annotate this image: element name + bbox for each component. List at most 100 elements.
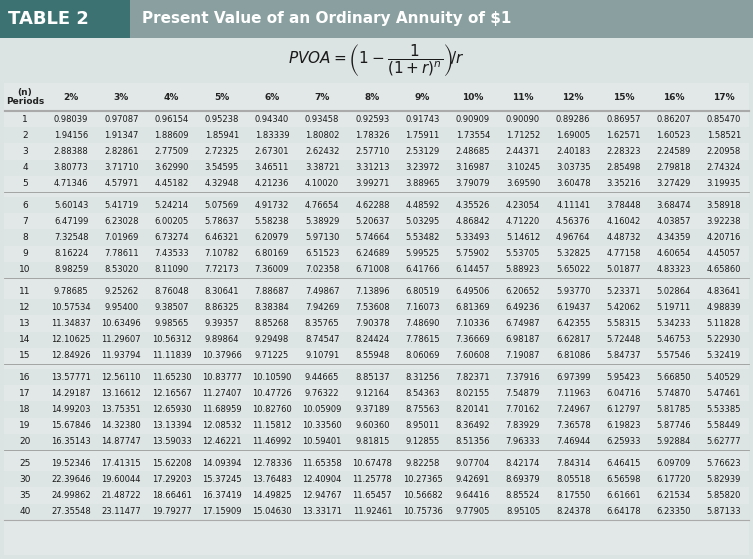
Text: 4.32948: 4.32948: [205, 179, 239, 188]
Text: 7.53608: 7.53608: [355, 303, 390, 312]
Text: 0.93458: 0.93458: [305, 115, 340, 124]
Text: 8.55948: 8.55948: [355, 352, 389, 361]
Text: 11.27407: 11.27407: [202, 389, 242, 398]
Text: 4.83323: 4.83323: [657, 266, 691, 274]
Text: 8.02155: 8.02155: [456, 389, 490, 398]
Bar: [4, 369, 749, 385]
Text: 4: 4: [22, 163, 28, 172]
Text: 1.83339: 1.83339: [255, 131, 289, 140]
Text: 5.40529: 5.40529: [707, 373, 741, 382]
Text: 7.49867: 7.49867: [305, 287, 340, 296]
Text: 6.42355: 6.42355: [556, 319, 590, 328]
Text: 0.85470: 0.85470: [707, 115, 741, 124]
Text: 13.33171: 13.33171: [302, 507, 342, 516]
Text: 15.67846: 15.67846: [51, 421, 91, 430]
Text: 5.87133: 5.87133: [706, 507, 741, 516]
Text: 1.85941: 1.85941: [205, 131, 239, 140]
Text: 0.89286: 0.89286: [556, 115, 590, 124]
Text: 16.37419: 16.37419: [202, 491, 242, 500]
Text: 12.16567: 12.16567: [151, 389, 191, 398]
Text: 13.13394: 13.13394: [151, 421, 191, 430]
Text: 4.60654: 4.60654: [657, 249, 691, 258]
Text: 12%: 12%: [562, 92, 584, 102]
Text: 4.76654: 4.76654: [305, 201, 340, 210]
Text: 5.53705: 5.53705: [506, 249, 540, 258]
Text: 6%: 6%: [264, 92, 279, 102]
Text: 2.88388: 2.88388: [53, 147, 89, 156]
Text: 9.76322: 9.76322: [305, 389, 340, 398]
Text: 5.85820: 5.85820: [707, 491, 741, 500]
Bar: [4, 455, 749, 471]
Text: 13.16612: 13.16612: [102, 389, 142, 398]
Text: 5.81785: 5.81785: [657, 405, 691, 414]
Text: 10.56312: 10.56312: [151, 335, 191, 344]
Text: 9.12164: 9.12164: [355, 389, 389, 398]
Text: 5.74870: 5.74870: [657, 389, 691, 398]
Text: 3.19935: 3.19935: [707, 179, 741, 188]
Text: 0.95238: 0.95238: [205, 115, 239, 124]
Text: 10.56682: 10.56682: [403, 491, 443, 500]
Text: 8.24378: 8.24378: [556, 507, 590, 516]
Text: 9.64416: 9.64416: [456, 491, 490, 500]
Text: 9.44665: 9.44665: [305, 373, 340, 382]
Text: 13.57771: 13.57771: [51, 373, 91, 382]
Text: 5.99525: 5.99525: [406, 249, 440, 258]
Text: 3.54595: 3.54595: [205, 163, 239, 172]
Text: 2.48685: 2.48685: [456, 147, 490, 156]
Text: 6.62817: 6.62817: [556, 335, 590, 344]
Text: 3.69590: 3.69590: [506, 179, 540, 188]
Text: 7.88687: 7.88687: [255, 287, 289, 296]
Text: 5.41719: 5.41719: [104, 201, 139, 210]
Text: 11.65457: 11.65457: [352, 491, 392, 500]
Text: 3.03735: 3.03735: [556, 163, 590, 172]
Text: 11.25778: 11.25778: [352, 475, 392, 484]
Text: 7.01969: 7.01969: [104, 233, 139, 242]
Text: 15.62208: 15.62208: [151, 458, 191, 467]
Bar: [4, 229, 749, 245]
Text: 8.85268: 8.85268: [255, 319, 289, 328]
Text: 7: 7: [22, 217, 28, 226]
Text: 7.02358: 7.02358: [305, 266, 340, 274]
Text: 2.62432: 2.62432: [305, 147, 340, 156]
Text: 6.47199: 6.47199: [54, 217, 88, 226]
Text: 0.94340: 0.94340: [255, 115, 289, 124]
Text: 16.35143: 16.35143: [51, 437, 91, 447]
Text: 3.62990: 3.62990: [154, 163, 189, 172]
Text: 5.60143: 5.60143: [54, 201, 88, 210]
Text: 5.62777: 5.62777: [706, 437, 741, 447]
Text: 10.67478: 10.67478: [352, 458, 392, 467]
Text: 9.07704: 9.07704: [456, 458, 490, 467]
Text: 6.73274: 6.73274: [154, 233, 189, 242]
Bar: [4, 197, 749, 213]
Text: 11.34837: 11.34837: [51, 319, 91, 328]
Text: 5.34233: 5.34233: [657, 319, 691, 328]
Text: 0.92593: 0.92593: [355, 115, 389, 124]
Text: 7.36578: 7.36578: [556, 421, 590, 430]
Text: 8: 8: [22, 233, 28, 242]
Text: 14: 14: [20, 335, 31, 344]
Text: Present Value of an Ordinary Annuity of $1: Present Value of an Ordinary Annuity of …: [142, 12, 511, 26]
Text: 1.62571: 1.62571: [606, 131, 641, 140]
Text: 9.39357: 9.39357: [205, 319, 239, 328]
Text: 6.51523: 6.51523: [305, 249, 340, 258]
Text: 6.09709: 6.09709: [657, 458, 691, 467]
Text: 19.79277: 19.79277: [151, 507, 191, 516]
Text: 21.48722: 21.48722: [102, 491, 141, 500]
Text: 5.72448: 5.72448: [606, 335, 641, 344]
Text: 15: 15: [20, 352, 31, 361]
Text: 4.20716: 4.20716: [707, 233, 741, 242]
Bar: [4, 262, 749, 278]
Text: 4.45057: 4.45057: [707, 249, 741, 258]
Text: 9.25262: 9.25262: [104, 287, 139, 296]
Text: 6.64178: 6.64178: [606, 507, 641, 516]
Text: 6.49236: 6.49236: [506, 303, 541, 312]
Text: 2.20958: 2.20958: [707, 147, 741, 156]
Text: 6.98187: 6.98187: [506, 335, 541, 344]
Text: 5.92884: 5.92884: [657, 437, 691, 447]
Text: 2.57710: 2.57710: [355, 147, 389, 156]
Text: 5.47461: 5.47461: [707, 389, 741, 398]
Text: 8.11090: 8.11090: [154, 266, 189, 274]
Text: 11.65230: 11.65230: [151, 373, 191, 382]
Text: 5.88923: 5.88923: [506, 266, 541, 274]
Text: 0.86957: 0.86957: [606, 115, 641, 124]
